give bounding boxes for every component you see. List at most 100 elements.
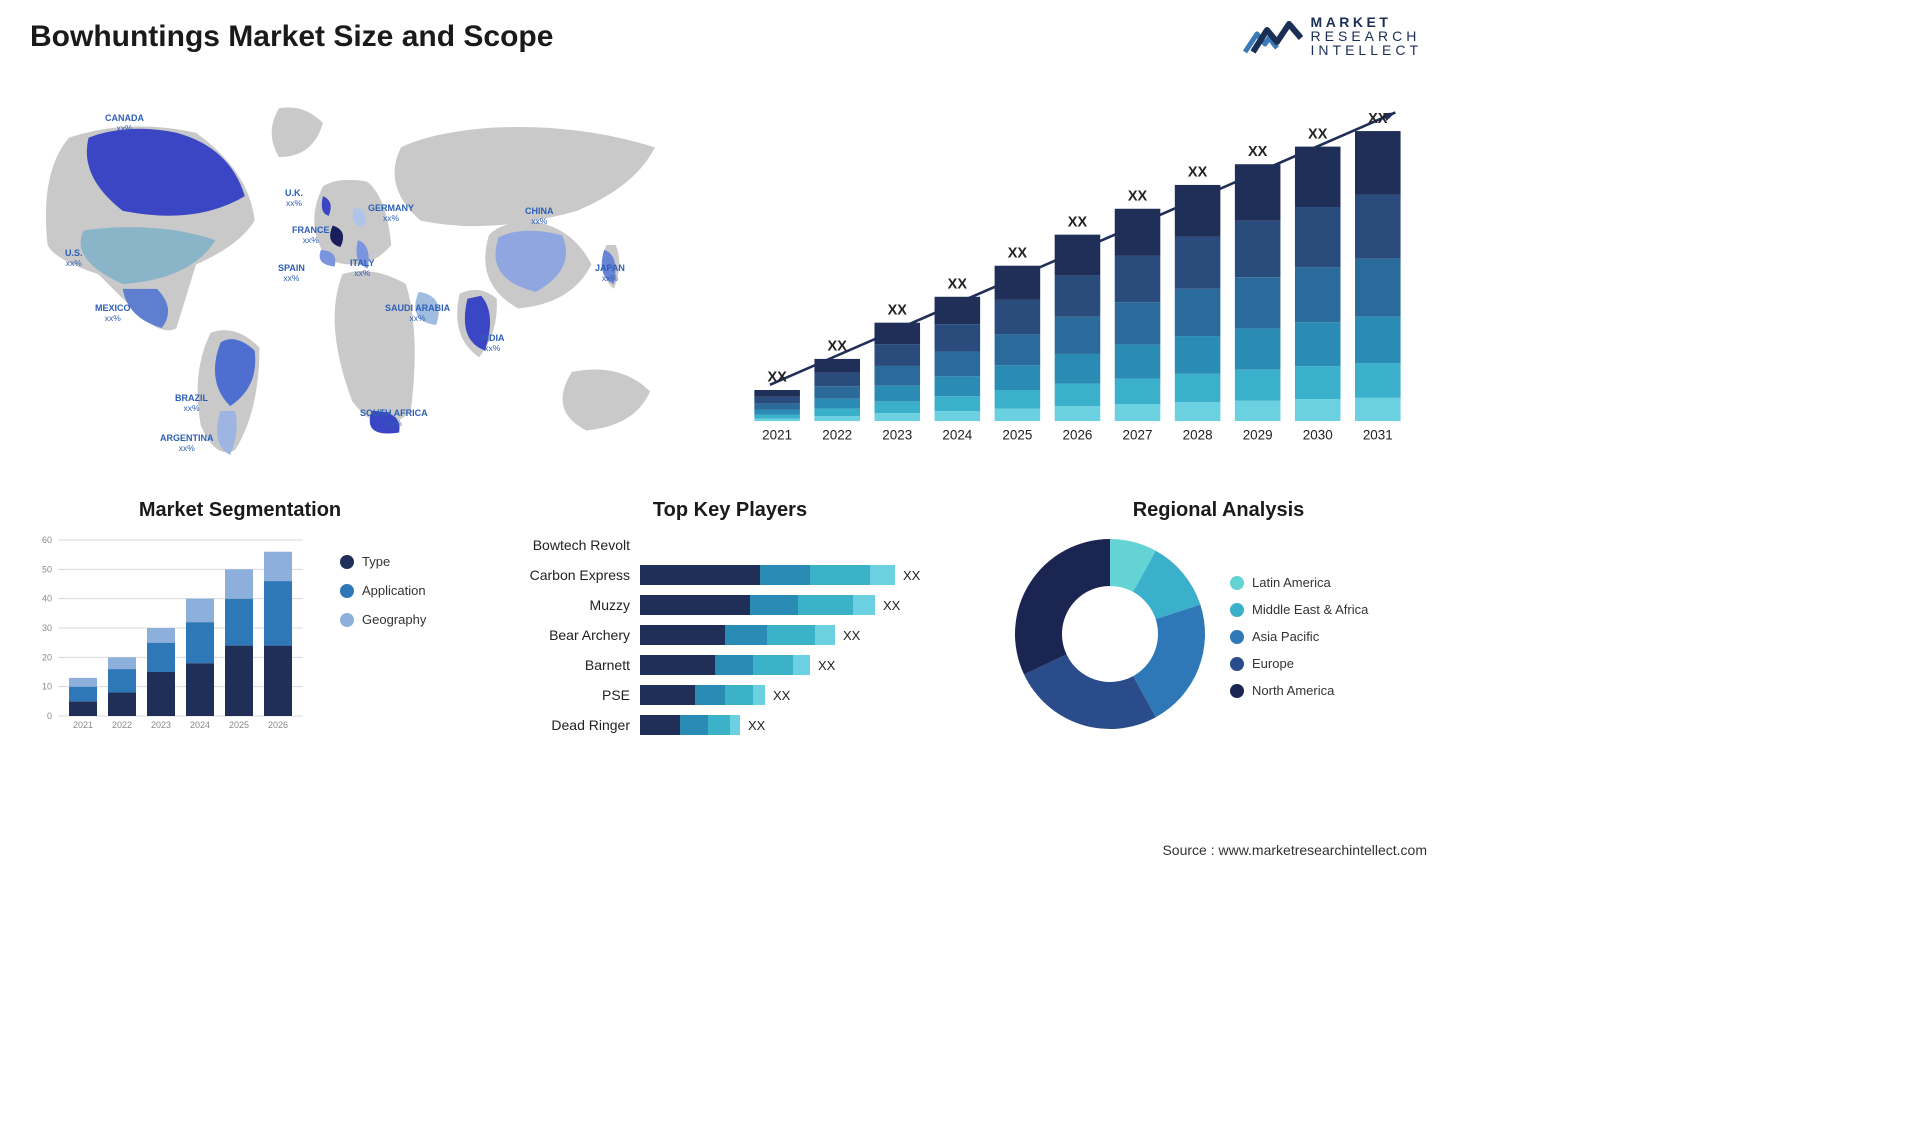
svg-text:2021: 2021	[73, 720, 93, 730]
svg-text:40: 40	[42, 594, 52, 604]
segmentation-legend: TypeApplicationGeography	[340, 534, 426, 759]
svg-text:XX: XX	[1187, 165, 1207, 181]
player-bar-segment	[695, 685, 725, 705]
player-bar-segment	[640, 715, 680, 735]
player-bar-segment	[715, 655, 753, 675]
regional-donut-chart	[1010, 534, 1210, 734]
seg-legend-application: Application	[340, 583, 426, 598]
player-label: Dead Ringer	[480, 714, 630, 736]
legend-swatch	[1230, 630, 1244, 644]
legend-label: Middle East & Africa	[1252, 602, 1368, 617]
svg-text:2031: 2031	[1362, 428, 1392, 443]
brand-word-3: INTELLECT	[1311, 43, 1422, 57]
player-bar-segment	[640, 625, 725, 645]
svg-text:20: 20	[42, 652, 52, 662]
legend-label: Europe	[1252, 656, 1294, 671]
player-bar-segment	[853, 595, 875, 615]
player-value: XX	[818, 658, 835, 673]
player-bar	[640, 685, 765, 705]
player-bar	[640, 715, 740, 735]
legend-label: Type	[362, 554, 390, 569]
svg-text:2026: 2026	[1062, 428, 1092, 443]
brand-logo-text: MARKET RESEARCH INTELLECT	[1311, 15, 1422, 57]
growth-bar-chart: XX2021XX2022XX2023XX2024XX2025XX2026XX20…	[744, 94, 1428, 454]
player-bar-segment	[760, 565, 810, 585]
player-bar-segment	[815, 625, 835, 645]
key-players-panel: Top Key Players Bowtech RevoltCarbon Exp…	[480, 499, 980, 759]
map-label-japan: JAPANxx%	[595, 264, 625, 283]
legend-swatch	[1230, 684, 1244, 698]
player-label: Muzzy	[480, 594, 630, 616]
player-bar-segment	[810, 565, 870, 585]
player-bar-segment	[725, 625, 767, 645]
map-label-saudi-arabia: SAUDI ARABIAxx%	[385, 304, 450, 323]
map-label-u-k-: U.K.xx%	[285, 189, 303, 208]
legend-label: Application	[362, 583, 426, 598]
player-bar-row: XX	[640, 624, 980, 646]
key-players-title: Top Key Players	[480, 499, 980, 522]
svg-text:XX: XX	[1247, 144, 1267, 160]
player-bar-segment	[640, 595, 750, 615]
regional-title: Regional Analysis	[1010, 499, 1427, 522]
regional-legend: Latin AmericaMiddle East & AfricaAsia Pa…	[1230, 575, 1368, 698]
map-label-spain: SPAINxx%	[278, 264, 305, 283]
svg-text:2024: 2024	[190, 720, 210, 730]
regional-legend-item: North America	[1230, 683, 1368, 698]
player-bar-segment	[750, 595, 798, 615]
svg-text:2026: 2026	[268, 720, 288, 730]
player-bar-segment	[708, 715, 730, 735]
brand-logo: MARKET RESEARCH INTELLECT	[1243, 15, 1422, 57]
map-label-germany: GERMANYxx%	[368, 204, 414, 223]
svg-text:XX: XX	[887, 302, 907, 318]
brand-logo-mark	[1243, 16, 1303, 56]
player-bar-segment	[725, 685, 753, 705]
brand-word-1: MARKET	[1311, 15, 1422, 29]
player-value: XX	[903, 568, 920, 583]
segmentation-title: Market Segmentation	[30, 499, 450, 522]
svg-text:XX: XX	[767, 370, 787, 386]
svg-text:2030: 2030	[1302, 428, 1332, 443]
player-value: XX	[748, 718, 765, 733]
player-bar-row: XX	[640, 564, 980, 586]
svg-text:XX: XX	[827, 339, 847, 355]
player-bar-segment	[680, 715, 708, 735]
legend-swatch	[1230, 603, 1244, 617]
world-map-panel: CANADAxx%U.S.xx%MEXICOxx%BRAZILxx%ARGENT…	[30, 79, 714, 479]
svg-text:2021: 2021	[762, 428, 792, 443]
brand-word-2: RESEARCH	[1311, 29, 1422, 43]
regional-legend-item: Asia Pacific	[1230, 629, 1368, 644]
map-label-mexico: MEXICOxx%	[95, 304, 131, 323]
svg-text:2024: 2024	[942, 428, 972, 443]
player-bar-segment	[793, 655, 810, 675]
svg-text:2025: 2025	[1002, 428, 1032, 443]
map-label-france: FRANCExx%	[292, 226, 330, 245]
player-bar-row: XX	[640, 684, 980, 706]
player-bar-segment	[870, 565, 895, 585]
regional-legend-item: Europe	[1230, 656, 1368, 671]
legend-swatch	[340, 613, 354, 627]
player-value: XX	[883, 598, 900, 613]
player-bar-segment	[730, 715, 740, 735]
svg-text:50: 50	[42, 564, 52, 574]
svg-text:2022: 2022	[822, 428, 852, 443]
svg-text:2029: 2029	[1242, 428, 1272, 443]
svg-text:2027: 2027	[1122, 428, 1152, 443]
player-label: Carbon Express	[480, 564, 630, 586]
map-label-italy: ITALYxx%	[350, 259, 375, 278]
svg-text:2025: 2025	[229, 720, 249, 730]
map-label-u-s-: U.S.xx%	[65, 249, 83, 268]
regional-legend-item: Middle East & Africa	[1230, 602, 1368, 617]
player-bar-segment	[640, 655, 715, 675]
map-label-india: INDIAxx%	[480, 334, 505, 353]
map-label-china: CHINAxx%	[525, 207, 554, 226]
svg-text:0: 0	[47, 711, 52, 721]
svg-text:2023: 2023	[882, 428, 912, 443]
player-bar-segment	[767, 625, 815, 645]
segmentation-panel: Market Segmentation 01020304050602021202…	[30, 499, 450, 759]
player-bar-segment	[753, 685, 765, 705]
legend-label: North America	[1252, 683, 1334, 698]
player-value: XX	[773, 688, 790, 703]
growth-chart-panel: XX2021XX2022XX2023XX2024XX2025XX2026XX20…	[744, 79, 1428, 479]
player-bar-segment	[640, 685, 695, 705]
regional-panel: Regional Analysis Latin AmericaMiddle Ea…	[1010, 499, 1427, 759]
